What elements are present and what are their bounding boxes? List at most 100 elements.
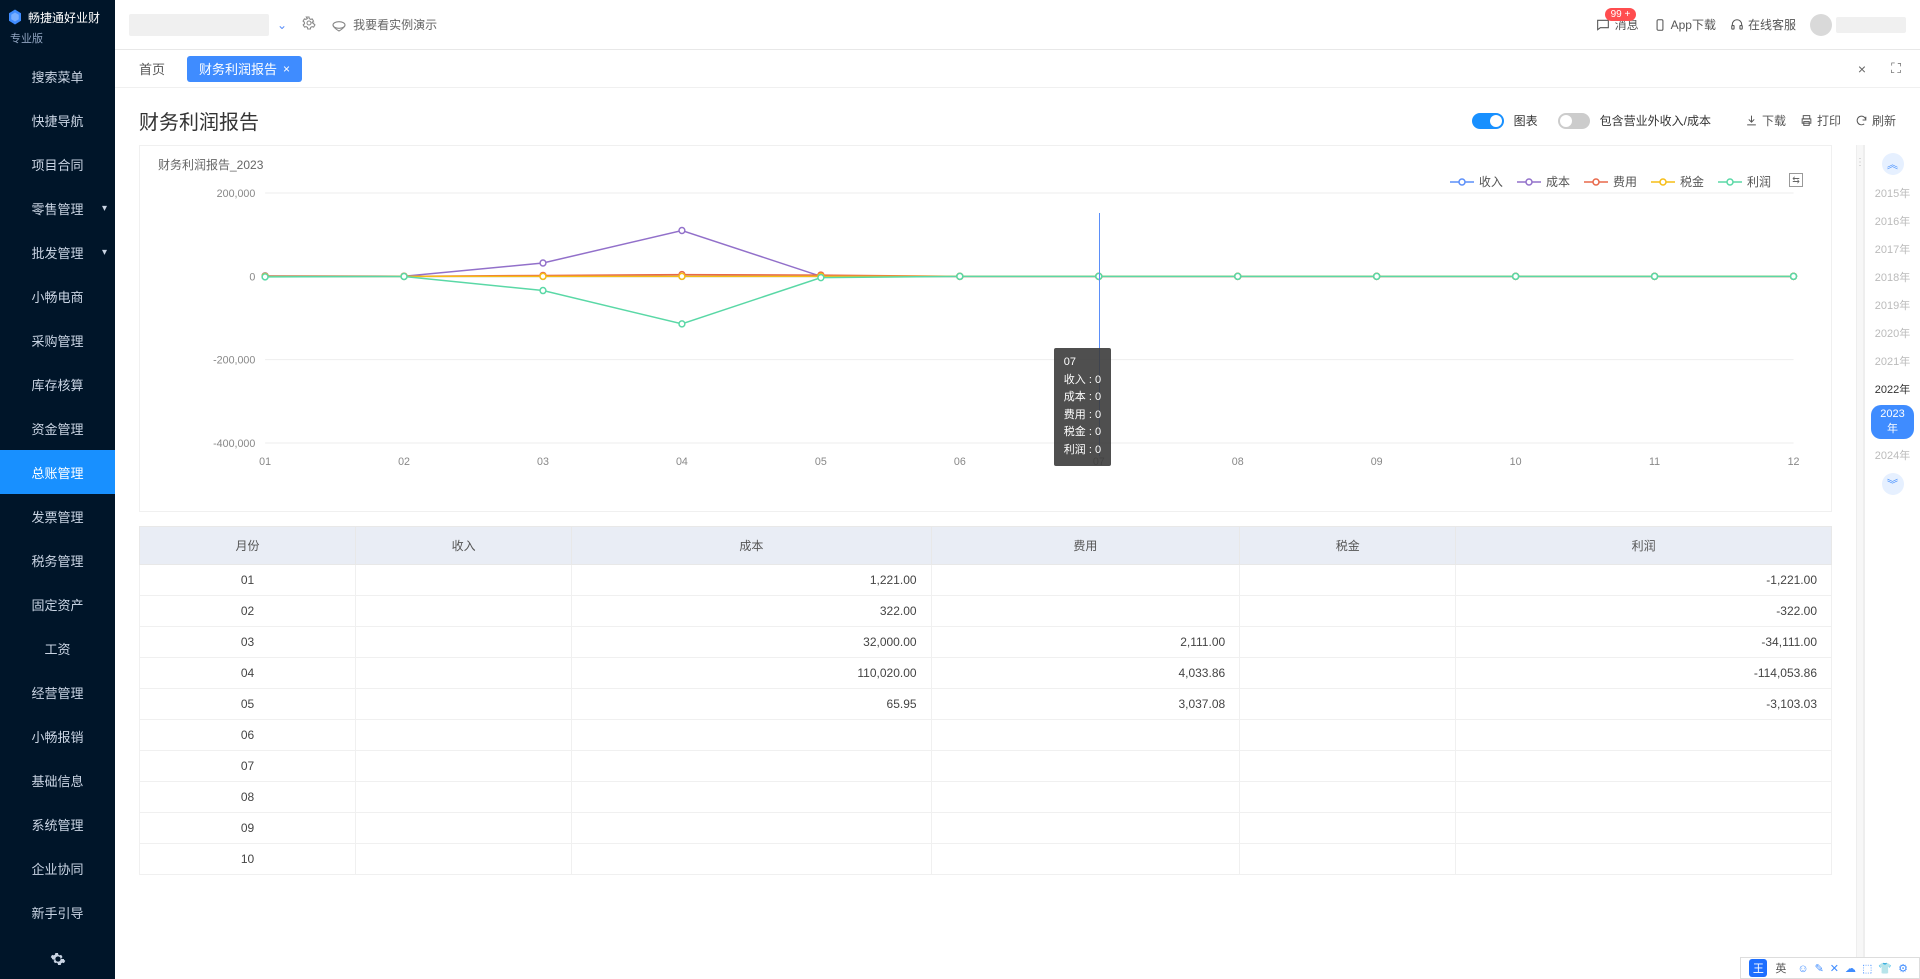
table-cell: 1,221.00 [572,565,931,596]
sidebar-item[interactable]: 企业协同 [0,846,115,890]
year-option[interactable]: 2024年 [1865,441,1920,469]
table-row[interactable]: 06 [140,720,1832,751]
sidebar-item[interactable]: 总账管理 [0,450,115,494]
sidebar-item[interactable]: 批发管理▾ [0,230,115,274]
refresh-button[interactable]: 刷新 [1855,112,1896,129]
legend-item[interactable]: 利润 [1718,173,1771,190]
sidebar-item[interactable]: 项目合同 [0,142,115,186]
fullscreen-icon[interactable]: ⛶ [1884,57,1908,81]
sidebar-nav: 搜索菜单快捷导航项目合同零售管理▾批发管理▾小畅电商采购管理库存核算资金管理总账… [0,54,115,939]
sidebar-item[interactable]: 发票管理 [0,494,115,538]
brand-icon [6,8,24,26]
sidebar-item[interactable]: 采购管理 [0,318,115,362]
close-all-tabs-icon[interactable]: × [1850,57,1874,81]
year-option[interactable]: 2022年 [1865,375,1920,403]
svg-text:12: 12 [1788,456,1800,468]
table-cell [572,782,931,813]
table-cell [1240,658,1456,689]
table-cell: 32,000.00 [572,627,931,658]
sidebar-item[interactable]: 小畅电商 [0,274,115,318]
year-option[interactable]: 2023年 [1871,405,1914,439]
sidebar-item[interactable]: 税务管理 [0,538,115,582]
ime-icon[interactable]: ⚙ [1898,963,1908,975]
table-cell [1240,751,1456,782]
panel-drag-handle[interactable]: ⋮ [1856,145,1864,979]
table-cell [356,720,572,751]
sidebar-item[interactable]: 经营管理 [0,670,115,714]
tab-home[interactable]: 首页 [127,56,177,82]
legend-toggle-icon[interactable]: ⇆ [1789,173,1803,187]
sidebar-item[interactable]: 系统管理 [0,802,115,846]
year-option[interactable]: 2016年 [1865,207,1920,235]
tab-financial-profit-report[interactable]: 财务利润报告 × [187,56,302,82]
sidebar-item[interactable]: 小畅报销 [0,714,115,758]
ime-brand-icon[interactable]: 王 [1749,959,1767,977]
app-download-button[interactable]: App下载 [1653,16,1716,33]
chart-toggle[interactable] [1472,113,1504,129]
extra-income-toggle[interactable] [1558,113,1590,129]
table-cell [356,689,572,720]
year-option[interactable]: 2015年 [1865,179,1920,207]
table-cell: 03 [140,627,356,658]
year-option[interactable]: 2021年 [1865,347,1920,375]
brand-name: 畅捷通好业财 [28,9,100,26]
online-service-button[interactable]: 在线客服 [1730,16,1796,33]
ime-icon[interactable]: ⬚ [1862,963,1872,975]
user-menu[interactable] [1810,14,1906,36]
ime-icon[interactable]: ✎ [1815,963,1824,975]
org-settings-icon[interactable] [301,15,317,34]
sidebar-item[interactable]: 工资 [0,626,115,670]
brand-edition: 专业版 [0,30,115,54]
year-option[interactable]: 2017年 [1865,235,1920,263]
year-scroll-down-icon[interactable]: ︾ [1882,473,1904,495]
messages-button[interactable]: 消息 99 + [1595,16,1639,33]
sidebar-item[interactable]: 新手引导 [0,890,115,934]
table-row[interactable]: 02322.00-322.00 [140,596,1832,627]
chart-svg[interactable]: 200,0000-200,000-400,0000102030405060708… [158,173,1813,473]
table-row[interactable]: 07 [140,751,1832,782]
year-option[interactable]: 2018年 [1865,263,1920,291]
sidebar-item[interactable]: 资金管理 [0,406,115,450]
year-option[interactable]: 2019年 [1865,291,1920,319]
table-cell [1456,844,1832,875]
table-row[interactable]: 08 [140,782,1832,813]
year-option[interactable]: 2020年 [1865,319,1920,347]
table-row[interactable]: 09 [140,813,1832,844]
legend-item[interactable]: 费用 [1584,173,1637,190]
download-button[interactable]: 下载 [1745,112,1786,129]
ime-icon[interactable]: 👕 [1878,963,1892,975]
sidebar-item[interactable]: 固定资产 [0,582,115,626]
year-scroll-up-icon[interactable]: ︽ [1882,153,1904,175]
table-cell: 09 [140,813,356,844]
ime-icon[interactable]: ☁ [1845,963,1856,975]
settings-gear-icon[interactable] [0,939,115,979]
table-cell [356,751,572,782]
close-tab-icon[interactable]: × [283,62,290,76]
demo-link[interactable]: 我要看实例演示 [331,16,437,33]
table-row[interactable]: 0565.953,037.08-3,103.03 [140,689,1832,720]
sidebar-item[interactable]: 库存核算 [0,362,115,406]
table-row[interactable]: 0332,000.002,111.00-34,111.00 [140,627,1832,658]
ime-mode[interactable]: 英 [1775,960,1786,976]
chevron-down-icon[interactable]: ⌄ [277,18,287,32]
legend-item[interactable]: 收入 [1450,173,1503,190]
print-button[interactable]: 打印 [1800,112,1841,129]
sidebar-item[interactable]: 搜索菜单 [0,54,115,98]
table-row[interactable]: 10 [140,844,1832,875]
sidebar-item[interactable]: 快捷导航 [0,98,115,142]
org-selector[interactable]: ⌄ [129,14,287,36]
table-cell [572,813,931,844]
legend-item[interactable]: 成本 [1517,173,1570,190]
chart-tooltip: 07收入 : 0成本 : 0费用 : 0税金 : 0利润 : 0 [1054,348,1111,466]
svg-text:200,000: 200,000 [217,188,256,200]
table-row[interactable]: 04110,020.004,033.86-114,053.86 [140,658,1832,689]
ime-bar[interactable]: 王 英 ☺ ✎ ✕ ☁ ⬚ 👕 ⚙ [1740,957,1920,979]
chevron-down-icon: ▾ [102,203,107,214]
table-cell: 05 [140,689,356,720]
sidebar-item[interactable]: 基础信息 [0,758,115,802]
sidebar-item[interactable]: 零售管理▾ [0,186,115,230]
legend-item[interactable]: 税金 [1651,173,1704,190]
ime-icon[interactable]: ✕ [1830,963,1839,975]
table-row[interactable]: 011,221.00-1,221.00 [140,565,1832,596]
ime-icon[interactable]: ☺ [1797,963,1808,975]
